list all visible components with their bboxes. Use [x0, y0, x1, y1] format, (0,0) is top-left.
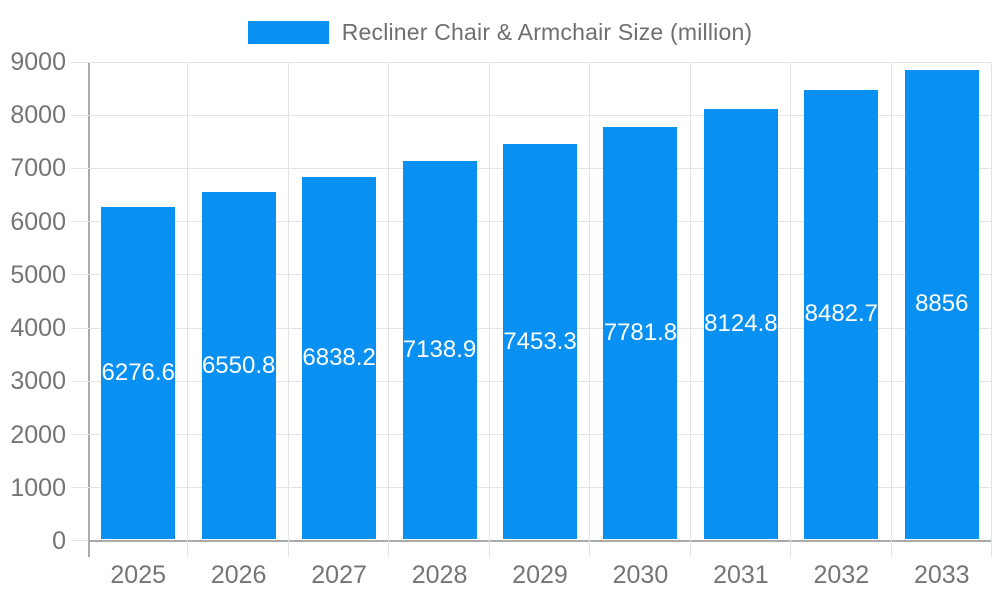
bar[interactable]: 8482.7	[804, 89, 879, 539]
bar[interactable]: 6838.2	[302, 177, 377, 539]
bar[interactable]: 7781.8	[603, 126, 678, 539]
category-column: 8856 2033	[892, 62, 992, 589]
x-tick-label: 2025	[110, 561, 167, 589]
category-column: 7453.3 2029	[490, 62, 590, 589]
category-column: 7138.9 2028	[389, 62, 489, 589]
bar-value-label: 7781.8	[603, 318, 678, 346]
y-tick-label: 1000	[10, 473, 66, 502]
category-column: 6550.8 2026	[188, 62, 288, 589]
category-column: 6838.2 2027	[289, 62, 389, 589]
chart-legend[interactable]: Recliner Chair & Armchair Size (million)	[0, 19, 1000, 46]
v-gridline	[589, 62, 591, 557]
x-axis-left-tick	[71, 540, 88, 541]
v-gridline	[991, 62, 992, 557]
y-tick-label: 0	[52, 527, 66, 555]
category-column: 8124.8 2031	[691, 62, 791, 589]
bar-value-label: 8124.8	[704, 309, 778, 337]
bar[interactable]: 6276.6	[101, 206, 176, 539]
x-tick-label: 2026	[210, 561, 267, 589]
v-gridline	[187, 62, 189, 557]
y-tick-label: 5000	[10, 260, 66, 289]
legend-label: Recliner Chair & Armchair Size (million)	[341, 19, 753, 45]
bar[interactable]: 8124.8	[703, 108, 778, 539]
y-tick-label: 7000	[10, 154, 66, 183]
plot-area: 6276.6 2025 6550.8 2026 6838.2 2027 7138.9 2028…	[71, 61, 992, 589]
bar-value-label: 6838.2	[302, 344, 376, 372]
category-column: 8482.7 2032	[791, 62, 891, 589]
x-tick-label: 2033	[913, 561, 970, 589]
x-axis-line	[88, 540, 992, 542]
x-tick-label: 2030	[612, 561, 669, 589]
x-tick-label: 2029	[512, 561, 568, 589]
x-tick-label: 2027	[311, 561, 367, 589]
v-gridline	[689, 62, 691, 557]
bar[interactable]: 7138.9	[402, 161, 477, 539]
v-gridline	[388, 62, 390, 557]
category-column: 7781.8 2030	[590, 62, 690, 589]
y-tick-label: 3000	[10, 367, 66, 396]
bar-value-label: 8482.7	[804, 300, 879, 328]
y-tick-label: 9000	[10, 48, 66, 76]
bar-value-label: 8856	[915, 290, 969, 318]
y-tick-label: 4000	[10, 314, 66, 343]
v-gridline	[790, 62, 792, 557]
bar-value-label: 7453.3	[503, 327, 577, 355]
y-tick-label: 6000	[10, 207, 66, 236]
x-tick-label: 2031	[713, 561, 769, 589]
x-tick-label: 2032	[813, 561, 870, 589]
bar[interactable]: 6550.8	[201, 192, 276, 539]
bar[interactable]: 7453.3	[502, 144, 577, 539]
bar-value-label: 6550.8	[201, 351, 276, 379]
v-gridline	[488, 62, 490, 557]
v-gridline	[287, 62, 289, 557]
v-gridline	[890, 62, 892, 557]
h-gridline	[71, 61, 992, 63]
bar-value-label: 6276.6	[101, 358, 175, 386]
y-axis-line	[88, 62, 90, 557]
x-tick-label: 2028	[411, 561, 468, 589]
y-tick-label: 8000	[10, 101, 66, 130]
y-tick-label: 2000	[10, 420, 66, 449]
category-column: 6276.6 2025	[88, 62, 188, 589]
h-gridline	[71, 114, 992, 116]
legend-swatch-icon	[247, 21, 329, 44]
bar[interactable]: 8856	[904, 69, 979, 539]
bar-value-label: 7138.9	[402, 336, 477, 364]
